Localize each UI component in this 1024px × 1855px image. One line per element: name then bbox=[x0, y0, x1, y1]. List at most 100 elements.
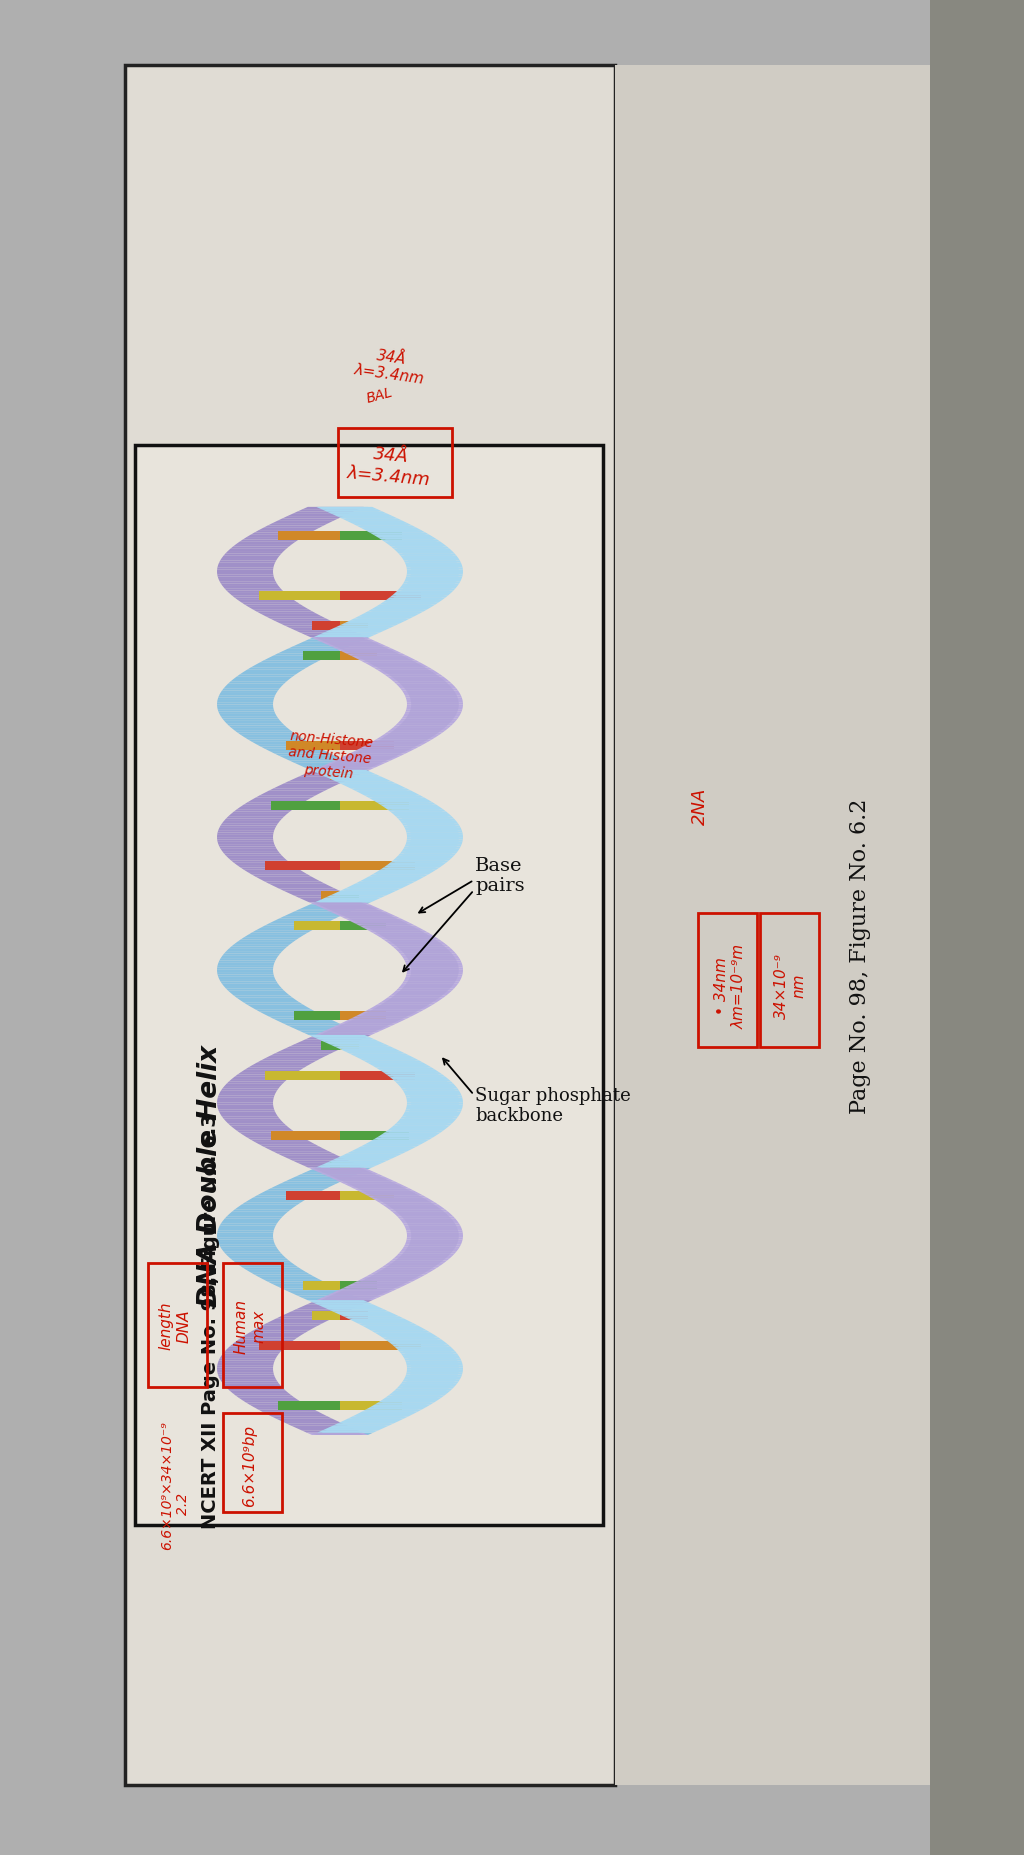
Polygon shape bbox=[269, 788, 330, 792]
Polygon shape bbox=[371, 1198, 431, 1200]
Polygon shape bbox=[367, 1196, 427, 1198]
Polygon shape bbox=[400, 684, 450, 686]
Polygon shape bbox=[407, 835, 463, 838]
Polygon shape bbox=[325, 642, 378, 646]
Polygon shape bbox=[229, 1080, 288, 1081]
Polygon shape bbox=[380, 937, 439, 940]
Polygon shape bbox=[358, 1055, 411, 1059]
Polygon shape bbox=[406, 697, 463, 701]
Polygon shape bbox=[407, 824, 456, 825]
Polygon shape bbox=[374, 532, 425, 536]
Polygon shape bbox=[238, 601, 297, 603]
Polygon shape bbox=[224, 853, 282, 857]
Polygon shape bbox=[232, 1261, 292, 1263]
Polygon shape bbox=[407, 968, 463, 970]
Polygon shape bbox=[217, 840, 273, 842]
Polygon shape bbox=[407, 1100, 463, 1102]
Polygon shape bbox=[255, 531, 314, 532]
Polygon shape bbox=[370, 1141, 429, 1143]
Polygon shape bbox=[332, 514, 393, 518]
Polygon shape bbox=[289, 913, 350, 915]
Polygon shape bbox=[323, 633, 376, 636]
Polygon shape bbox=[340, 1050, 400, 1052]
Polygon shape bbox=[340, 621, 369, 631]
Polygon shape bbox=[408, 1111, 457, 1115]
Polygon shape bbox=[358, 924, 411, 926]
Polygon shape bbox=[264, 659, 325, 660]
Polygon shape bbox=[242, 1202, 301, 1206]
Polygon shape bbox=[342, 1421, 394, 1423]
Polygon shape bbox=[369, 1007, 429, 1009]
Polygon shape bbox=[278, 1022, 339, 1024]
Polygon shape bbox=[371, 1408, 422, 1410]
Polygon shape bbox=[399, 950, 450, 952]
Polygon shape bbox=[331, 1293, 384, 1297]
Polygon shape bbox=[395, 1258, 445, 1261]
Polygon shape bbox=[331, 512, 384, 514]
Polygon shape bbox=[297, 1297, 358, 1298]
Polygon shape bbox=[340, 1311, 369, 1319]
Polygon shape bbox=[402, 1252, 453, 1254]
Polygon shape bbox=[238, 733, 297, 735]
Polygon shape bbox=[217, 573, 273, 575]
Polygon shape bbox=[411, 701, 459, 703]
Polygon shape bbox=[397, 952, 456, 953]
Polygon shape bbox=[294, 777, 354, 779]
Polygon shape bbox=[354, 924, 415, 926]
Polygon shape bbox=[355, 1150, 408, 1152]
Polygon shape bbox=[260, 926, 321, 928]
Polygon shape bbox=[268, 1017, 329, 1018]
Polygon shape bbox=[394, 1256, 453, 1258]
Polygon shape bbox=[411, 835, 459, 838]
Polygon shape bbox=[325, 775, 377, 777]
Polygon shape bbox=[400, 1122, 451, 1124]
Polygon shape bbox=[329, 1310, 389, 1311]
Polygon shape bbox=[305, 636, 367, 638]
Polygon shape bbox=[283, 649, 344, 651]
Polygon shape bbox=[406, 957, 455, 959]
Polygon shape bbox=[377, 668, 429, 670]
Polygon shape bbox=[411, 573, 459, 575]
Polygon shape bbox=[343, 1315, 395, 1317]
Polygon shape bbox=[340, 1161, 349, 1171]
Polygon shape bbox=[407, 966, 463, 968]
Polygon shape bbox=[355, 792, 416, 794]
Polygon shape bbox=[372, 740, 432, 742]
Polygon shape bbox=[397, 1124, 447, 1126]
Polygon shape bbox=[407, 1115, 456, 1117]
Polygon shape bbox=[259, 592, 340, 601]
Polygon shape bbox=[228, 859, 287, 861]
Polygon shape bbox=[381, 670, 432, 673]
Polygon shape bbox=[407, 707, 463, 710]
Polygon shape bbox=[368, 742, 428, 744]
Polygon shape bbox=[339, 627, 391, 629]
Polygon shape bbox=[372, 1063, 424, 1065]
Polygon shape bbox=[340, 1280, 378, 1289]
Polygon shape bbox=[394, 679, 445, 683]
Polygon shape bbox=[319, 900, 372, 903]
Polygon shape bbox=[408, 714, 457, 716]
Polygon shape bbox=[407, 1371, 463, 1373]
Polygon shape bbox=[400, 1382, 459, 1384]
Polygon shape bbox=[409, 579, 458, 582]
Polygon shape bbox=[396, 1254, 455, 1256]
Polygon shape bbox=[410, 577, 458, 579]
Polygon shape bbox=[217, 968, 273, 970]
Polygon shape bbox=[403, 1219, 453, 1221]
Polygon shape bbox=[326, 510, 379, 512]
Polygon shape bbox=[257, 612, 317, 614]
Polygon shape bbox=[334, 627, 395, 629]
Polygon shape bbox=[402, 555, 453, 556]
Polygon shape bbox=[374, 1137, 433, 1141]
Polygon shape bbox=[233, 863, 293, 866]
Polygon shape bbox=[354, 1055, 415, 1059]
Polygon shape bbox=[226, 1081, 285, 1083]
Polygon shape bbox=[345, 787, 407, 788]
Polygon shape bbox=[353, 1189, 414, 1191]
Polygon shape bbox=[404, 720, 454, 722]
Polygon shape bbox=[236, 1395, 295, 1399]
Polygon shape bbox=[313, 903, 367, 905]
Polygon shape bbox=[401, 1354, 459, 1356]
Polygon shape bbox=[217, 1235, 273, 1237]
Polygon shape bbox=[383, 1336, 434, 1337]
